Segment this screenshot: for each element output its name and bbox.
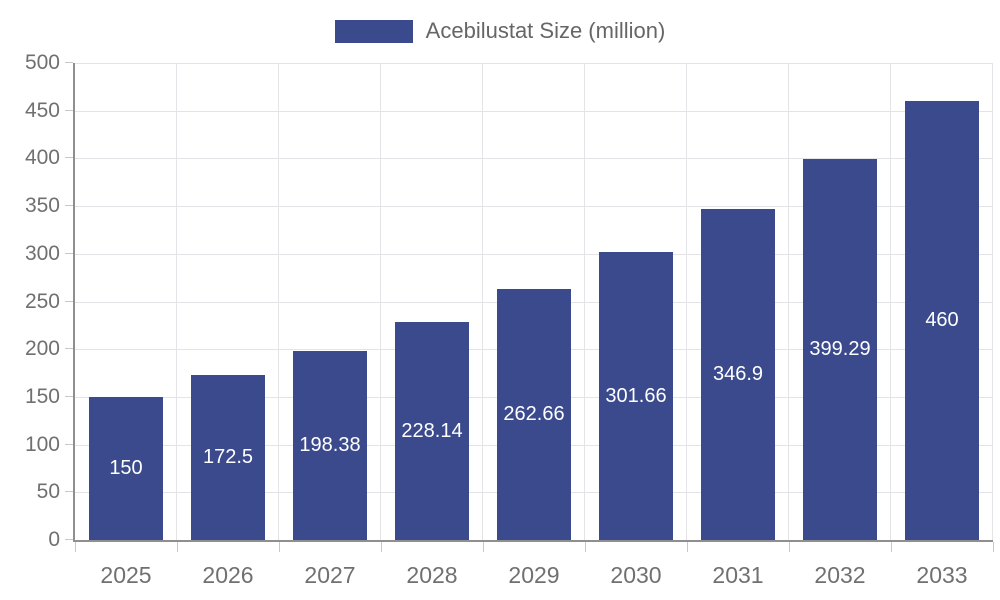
bar-value-label: 262.66 xyxy=(503,403,565,425)
x-tick-label-2027: 2027 xyxy=(304,562,356,588)
y-tick-label: 0 xyxy=(48,528,60,551)
bar-value-label: 346.9 xyxy=(712,363,764,385)
bar-2033[interactable]: 460 xyxy=(905,101,979,540)
bar-value-label: 228.14 xyxy=(401,419,463,442)
gridline-vertical xyxy=(482,63,483,540)
bar-value-label: 399.29 xyxy=(809,338,871,360)
x-tick-label-2029: 2029 xyxy=(508,562,560,588)
legend-swatch xyxy=(334,19,413,43)
legend[interactable]: Acebilustat Size (million) xyxy=(0,18,1000,44)
x-tick-mark xyxy=(279,542,280,552)
bar-value-label: 172.5 xyxy=(202,446,254,468)
x-tick-label-2032: 2032 xyxy=(814,562,866,588)
y-tick-mark xyxy=(65,348,73,349)
x-tick-mark xyxy=(891,542,892,552)
gridline-vertical xyxy=(584,63,585,540)
x-tick-mark xyxy=(687,542,688,552)
gridline-horizontal xyxy=(75,158,993,160)
x-axis-line xyxy=(73,540,993,542)
bar-2026[interactable]: 172.5 xyxy=(191,375,265,540)
bar-2032[interactable]: 399.29 xyxy=(803,159,877,540)
y-tick-label: 150 xyxy=(24,385,60,408)
gridline-vertical xyxy=(992,63,993,540)
x-tick-mark xyxy=(75,542,76,552)
x-tick-label-2033: 2033 xyxy=(916,562,968,588)
bar-2031[interactable]: 346.9 xyxy=(701,209,775,540)
y-tick-mark xyxy=(65,396,73,397)
gridline-horizontal xyxy=(75,110,993,112)
bar-value-label: 198.38 xyxy=(299,434,361,456)
x-tick-label-2025: 2025 xyxy=(100,562,152,588)
bar-value-label: 301.66 xyxy=(605,384,667,407)
y-tick-label: 250 xyxy=(24,290,60,313)
plot-area: 150 172.5 198.38 228.14 262.66 301.66 346.9 399… xyxy=(73,63,993,542)
x-tick-mark xyxy=(789,542,790,552)
gridline-vertical xyxy=(176,63,177,540)
gridline-vertical xyxy=(278,63,279,540)
y-tick-label: 500 xyxy=(24,51,60,74)
y-tick-label: 400 xyxy=(24,146,60,169)
y-tick-label: 100 xyxy=(24,433,60,456)
legend-label: Acebilustat Size (million) xyxy=(425,18,666,43)
x-tick-label-2028: 2028 xyxy=(406,562,458,588)
x-tick-mark xyxy=(177,542,178,552)
y-tick-mark xyxy=(65,301,73,302)
bar-2028[interactable]: 228.14 xyxy=(395,322,469,540)
y-tick-mark xyxy=(65,444,73,445)
y-tick-label: 200 xyxy=(24,337,60,360)
gridline-vertical xyxy=(788,63,789,540)
y-tick-mark xyxy=(65,205,73,206)
gridline-horizontal xyxy=(75,253,993,255)
gridline-vertical xyxy=(890,63,891,540)
y-tick-label: 450 xyxy=(24,99,60,122)
y-tick-mark xyxy=(65,491,73,492)
x-tick-mark xyxy=(381,542,382,552)
y-tick-mark xyxy=(65,539,73,540)
x-tick-label-2031: 2031 xyxy=(712,562,764,588)
x-tick-mark xyxy=(993,542,994,552)
bar-2025[interactable]: 150 xyxy=(89,397,163,540)
y-tick-label: 300 xyxy=(24,242,60,265)
bar-2029[interactable]: 262.66 xyxy=(497,289,571,540)
bar-2030[interactable]: 301.66 xyxy=(599,252,673,540)
x-tick-label-2026: 2026 xyxy=(202,562,254,588)
y-tick-mark xyxy=(65,253,73,254)
y-axis-line xyxy=(73,63,75,542)
bar-value-label: 150 xyxy=(109,457,143,479)
gridline-vertical xyxy=(686,63,687,540)
x-tick-label-2030: 2030 xyxy=(610,562,662,588)
gridline-horizontal xyxy=(75,206,993,208)
x-tick-mark xyxy=(585,542,586,552)
y-tick-mark xyxy=(65,110,73,111)
y-tick-label: 350 xyxy=(24,194,60,217)
gridline-horizontal xyxy=(75,63,993,64)
bar-value-label: 460 xyxy=(925,309,959,331)
x-tick-mark xyxy=(483,542,484,552)
gridline-vertical xyxy=(380,63,381,540)
y-tick-mark xyxy=(65,62,73,63)
y-tick-mark xyxy=(65,157,73,158)
bar-2027[interactable]: 198.38 xyxy=(293,351,367,540)
y-tick-label: 50 xyxy=(36,480,60,503)
